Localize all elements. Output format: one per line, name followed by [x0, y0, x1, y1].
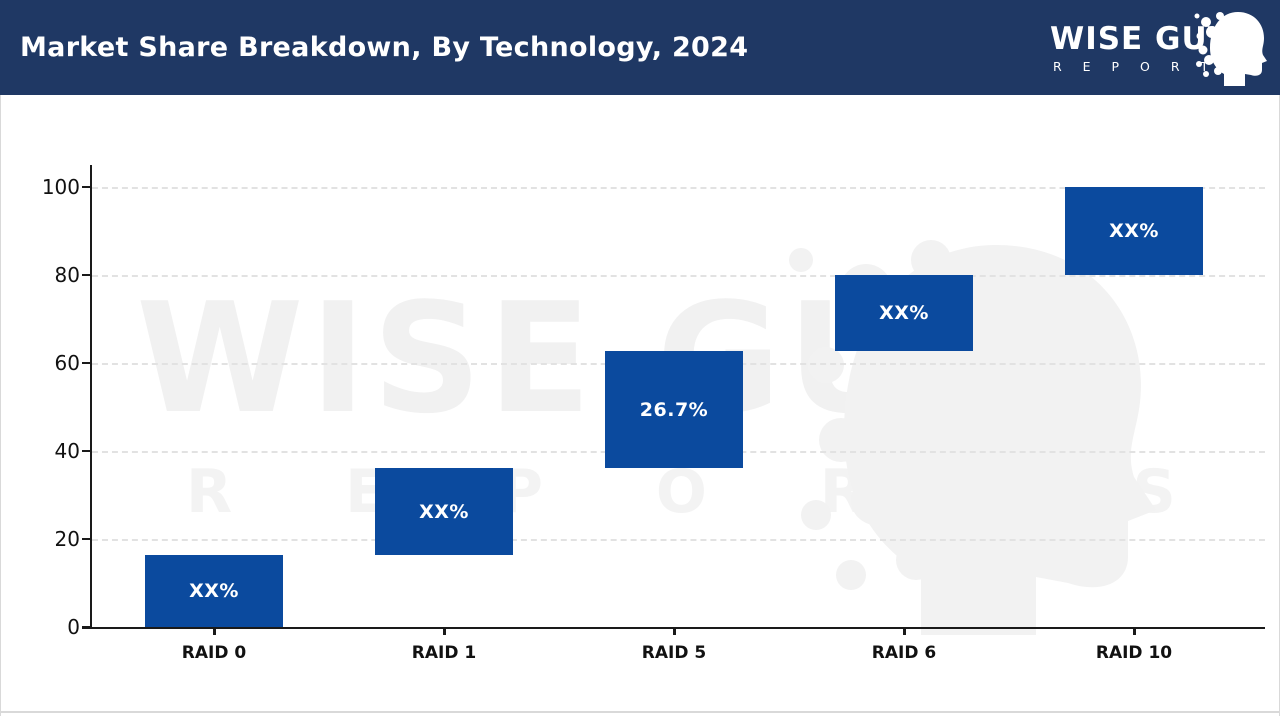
bar-raid-6: XX% [835, 274, 973, 351]
y-tick-label-100: 100 [41, 174, 80, 199]
x-tick-raid-6 [903, 627, 906, 635]
y-tick-label-60: 60 [54, 350, 80, 375]
x-tick-label-raid-5: RAID 5 [641, 643, 707, 663]
bar-raid-10: XX% [1065, 186, 1203, 275]
bar-value-label-raid-10: XX% [1109, 219, 1159, 242]
x-tick-label-raid-6: RAID 6 [871, 643, 937, 663]
bar-raid-0: XX% [145, 555, 283, 627]
bar-value-label-raid-5: 26.7% [639, 398, 709, 421]
x-tick-label-raid-10: RAID 10 [1095, 643, 1173, 663]
gridline-20 [92, 538, 1265, 541]
y-tick-40 [82, 449, 90, 453]
brand-logo: WISE GUY R E P O R T S [1022, 8, 1272, 90]
gridline-100 [92, 186, 1265, 189]
y-tick-label-20: 20 [54, 526, 80, 551]
y-tick-label-40: 40 [54, 438, 80, 463]
bar-value-label-raid-0: XX% [189, 580, 239, 603]
bottom-divider [1, 711, 1279, 713]
header-bar: Market Share Breakdown, By Technology, 2… [0, 0, 1280, 95]
x-tick-raid-1 [443, 627, 446, 635]
y-tick-label-0: 0 [67, 615, 80, 639]
y-tick-80 [82, 273, 90, 277]
bar-raid-5: 26.7% [605, 350, 743, 469]
x-tick-raid-10 [1133, 627, 1136, 635]
chart-canvas: WISE GUY R E P O R T S 0 20 40 60 80 100 XX% RA… [0, 95, 1280, 716]
head-silhouette-icon [1194, 12, 1267, 86]
x-tick-raid-0 [213, 627, 216, 635]
brand-subtitle: R E P O R T S [1053, 59, 1246, 74]
x-tick-label-raid-1: RAID 1 [411, 643, 477, 663]
y-tick-100 [82, 185, 90, 188]
x-tick-raid-5 [673, 627, 676, 635]
gridline-80 [92, 274, 1265, 277]
x-tick-label-raid-0: RAID 0 [181, 643, 247, 663]
bar-value-label-raid-6: XX% [879, 301, 929, 324]
page-title: Market Share Breakdown, By Technology, 2… [20, 32, 749, 63]
y-tick-20 [82, 537, 90, 541]
y-tick-0 [82, 626, 90, 629]
bar-value-label-raid-1: XX% [419, 500, 469, 523]
bar-raid-1: XX% [375, 468, 513, 556]
plot-area: 0 20 40 60 80 100 XX% RAID 0 XX% RAID 1 26.7% RAID … [42, 165, 1265, 663]
y-tick-60 [82, 361, 90, 365]
y-tick-label-80: 80 [54, 262, 80, 287]
